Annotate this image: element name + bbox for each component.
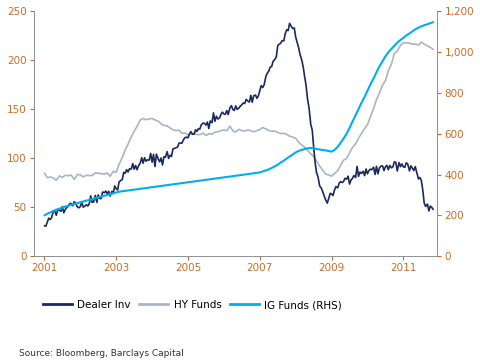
Text: Source: Bloomberg, Barclays Capital: Source: Bloomberg, Barclays Capital <box>19 349 184 358</box>
Legend: Dealer Inv, HY Funds, IG Funds (RHS): Dealer Inv, HY Funds, IG Funds (RHS) <box>39 296 346 314</box>
